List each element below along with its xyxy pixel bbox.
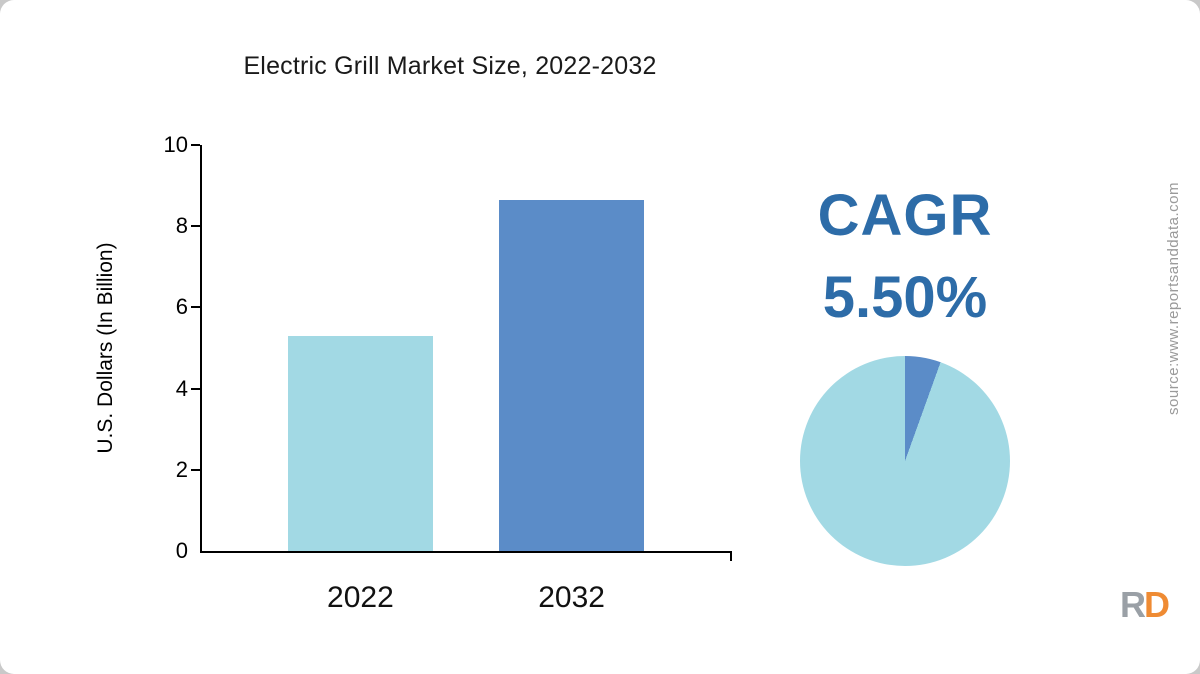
x-category-label: 2032	[538, 581, 605, 614]
y-tick-mark	[191, 306, 200, 309]
y-tick-label: 10	[163, 132, 188, 157]
y-tick-mark	[191, 225, 200, 228]
y-tick-label: 8	[175, 213, 188, 239]
y-tick-label: 4	[175, 375, 188, 401]
source-text: source:www.reportsanddata.com	[1165, 182, 1182, 415]
bar-plot-area: 0 2 4 6 8 10 2022 2032	[164, 134, 732, 614]
bar-2022	[287, 335, 433, 551]
y-tick-mark	[191, 387, 200, 390]
logo-letter-r: R	[1120, 584, 1146, 625]
y-tick-mark	[191, 144, 200, 146]
y-tick-label: 0	[175, 538, 188, 563]
bar-2032	[499, 199, 645, 551]
chart-title: Electric Grill Market Size, 2022-2032	[243, 52, 657, 80]
logo-letter-d: D	[1144, 584, 1170, 625]
y-tick-label: 6	[175, 294, 188, 320]
brand-logo: RD	[1120, 584, 1170, 626]
y-axis-label: U.S. Dollars (In Billion)	[94, 242, 117, 454]
cagr-value: 5.50%	[822, 265, 988, 330]
x-axis-end-tick	[730, 551, 732, 561]
y-tick-mark	[191, 468, 200, 471]
x-category-label: 2022	[327, 581, 394, 614]
y-tick-label: 2	[175, 456, 188, 482]
cagr-label: CAGR	[817, 183, 993, 248]
pie-chart	[800, 356, 1010, 566]
